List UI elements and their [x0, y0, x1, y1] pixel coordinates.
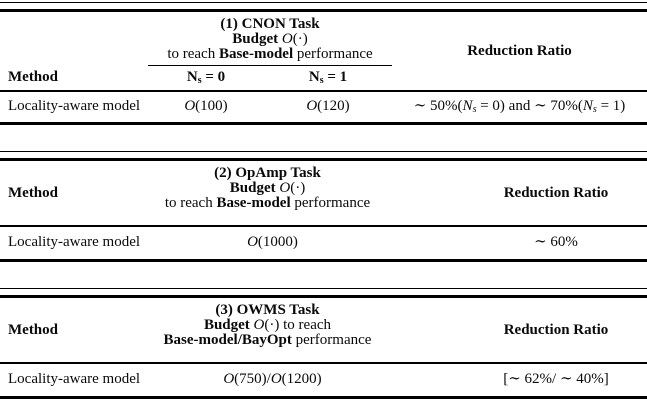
opamp-reach-line: to reach Base-model performance	[160, 196, 375, 211]
cnon-ns1-header: Ns = 1	[264, 65, 393, 92]
math-o: O	[279, 180, 291, 196]
math-arg: (1000)	[257, 234, 298, 250]
math-ns0: Ns = 0	[186, 69, 226, 86]
opamp-task-title: (2) OpAmp Task	[214, 165, 321, 181]
opamp-data-row: Locality-aware model O(1000) ∼ 60%	[0, 226, 647, 262]
cnon-method-cell: Locality-aware model	[0, 91, 148, 125]
cnon-method-header: Method	[0, 65, 148, 92]
math-sub-s: s	[472, 104, 477, 115]
owms-top-rule-thick	[0, 295, 647, 298]
cnon-top-rule-thin	[0, 2, 647, 3]
cnon-budget-ns1-cell: O(120)	[264, 91, 393, 125]
math-arg: (1200)	[281, 371, 322, 387]
math-arg: (100)	[195, 98, 228, 114]
base-model-bayopt-label: Base-model/BayOpt	[163, 332, 292, 348]
cnon-table: (1) CNON Task Budget O(·) to reach Base-…	[0, 12, 647, 125]
math-o: O	[270, 371, 282, 387]
math-n: N	[462, 98, 473, 114]
math-arg: (·)	[290, 180, 306, 196]
owms-reduction-cell: [∼ 62%/ ∼ 40%]	[385, 363, 647, 399]
opamp-budget-line: Budget O(·)	[160, 181, 375, 196]
budget-label: Budget	[232, 31, 282, 47]
owms-table: Method (3) OWMS Task Budget O(·) to reac…	[0, 298, 647, 399]
opamp-reduction-ratio-header: Reduction Ratio	[385, 161, 647, 227]
table-section-cnon: (1) CNON Task Budget O(·) to reach Base-…	[0, 2, 647, 125]
opamp-top-rule-thick	[0, 158, 647, 161]
owms-task-title: (3) OWMS Task	[215, 302, 320, 318]
cnon-reduction-ratio-header: Reduction Ratio	[392, 12, 647, 92]
text-run: to reach	[279, 317, 332, 333]
base-model-label: Base-model	[216, 195, 291, 211]
text-run: to reach	[167, 46, 219, 62]
cnon-subheader-row: Method Ns = 0 Ns = 1	[0, 65, 647, 92]
table-section-opamp: Method (2) OpAmp Task Budget O(·) to rea…	[0, 151, 647, 262]
owms-baseline-line: Base-model/BayOpt performance	[160, 333, 375, 348]
opamp-method-header: Method	[0, 161, 160, 227]
text-run: performance	[293, 46, 373, 62]
cnon-data-row: Locality-aware model O(100) O(120) ∼ 50%…	[0, 91, 647, 125]
text-run: = 1)	[596, 98, 626, 114]
cnon-task-title: (1) CNON Task	[220, 16, 320, 32]
owms-budget-header: (3) OWMS Task Budget O(·) to reach Base-…	[160, 298, 385, 364]
opamp-table: Method (2) OpAmp Task Budget O(·) to rea…	[0, 161, 647, 262]
opamp-budget-header: (2) OpAmp Task Budget O(·) to reach Base…	[160, 161, 385, 227]
owms-method-cell: Locality-aware model	[0, 363, 160, 399]
math-arg: (750)/	[234, 371, 271, 387]
budget-label: Budget	[229, 180, 280, 196]
cnon-ns0-header: Ns = 0	[148, 65, 264, 92]
opamp-reduction-cell: ∼ 60%	[385, 226, 647, 262]
owms-header-row: Method (3) OWMS Task Budget O(·) to reac…	[0, 298, 647, 364]
cnon-reduction-cell: ∼ 50%(Ns = 0) and ∼ 70%(Ns = 1)	[392, 91, 647, 125]
math-o: O	[253, 317, 265, 333]
math-arg: (·)	[292, 31, 308, 47]
math-o: O	[184, 98, 196, 114]
opamp-method-cell: Locality-aware model	[0, 226, 160, 262]
table-section-owms: Method (3) OWMS Task Budget O(·) to reac…	[0, 288, 647, 399]
text-run: performance	[291, 332, 372, 348]
math-n: N	[582, 98, 593, 114]
math-o: O	[223, 371, 235, 387]
cnon-empty-header-cell	[0, 12, 148, 66]
cnon-budget-ns0-cell: O(100)	[148, 91, 264, 125]
math-arg: (·)	[264, 317, 280, 333]
text-run: performance	[290, 195, 371, 211]
cnon-reach-line: to reach Base-model performance	[148, 47, 392, 62]
owms-method-header: Method	[0, 298, 160, 364]
text-run: ∼ 50%(	[413, 98, 463, 114]
owms-data-row: Locality-aware model O(750)/O(1200) [∼ 6…	[0, 363, 647, 399]
budget-label: Budget	[203, 317, 254, 333]
cnon-budget-span-header: (1) CNON Task Budget O(·) to reach Base-…	[148, 12, 393, 66]
owms-budget-line: Budget O(·) to reach	[160, 318, 375, 333]
cnon-top-rule-thick	[0, 9, 647, 12]
opamp-budget-cell: O(1000)	[160, 226, 385, 262]
math-o: O	[247, 234, 258, 250]
owms-budget-cell: O(750)/O(1200)	[160, 363, 385, 399]
math-ns1: Ns = 1	[308, 69, 348, 86]
cnon-header-row-top: (1) CNON Task Budget O(·) to reach Base-…	[0, 12, 647, 92]
math-o: O	[306, 98, 318, 114]
opamp-header-row: Method (2) OpAmp Task Budget O(·) to rea…	[0, 161, 647, 227]
opamp-top-rule-thin	[0, 151, 647, 152]
base-model-label: Base-model	[218, 46, 294, 62]
owms-reduction-ratio-header: Reduction Ratio	[385, 298, 647, 364]
math-arg: (120)	[317, 98, 350, 114]
text-run: to reach	[164, 195, 217, 211]
cnon-budget-line: Budget O(·)	[148, 32, 392, 47]
text-run: = 0) and ∼ 70%(	[476, 98, 583, 114]
math-sub-s: s	[592, 104, 597, 115]
owms-top-rule-thin	[0, 288, 647, 289]
math-o: O	[281, 31, 293, 47]
